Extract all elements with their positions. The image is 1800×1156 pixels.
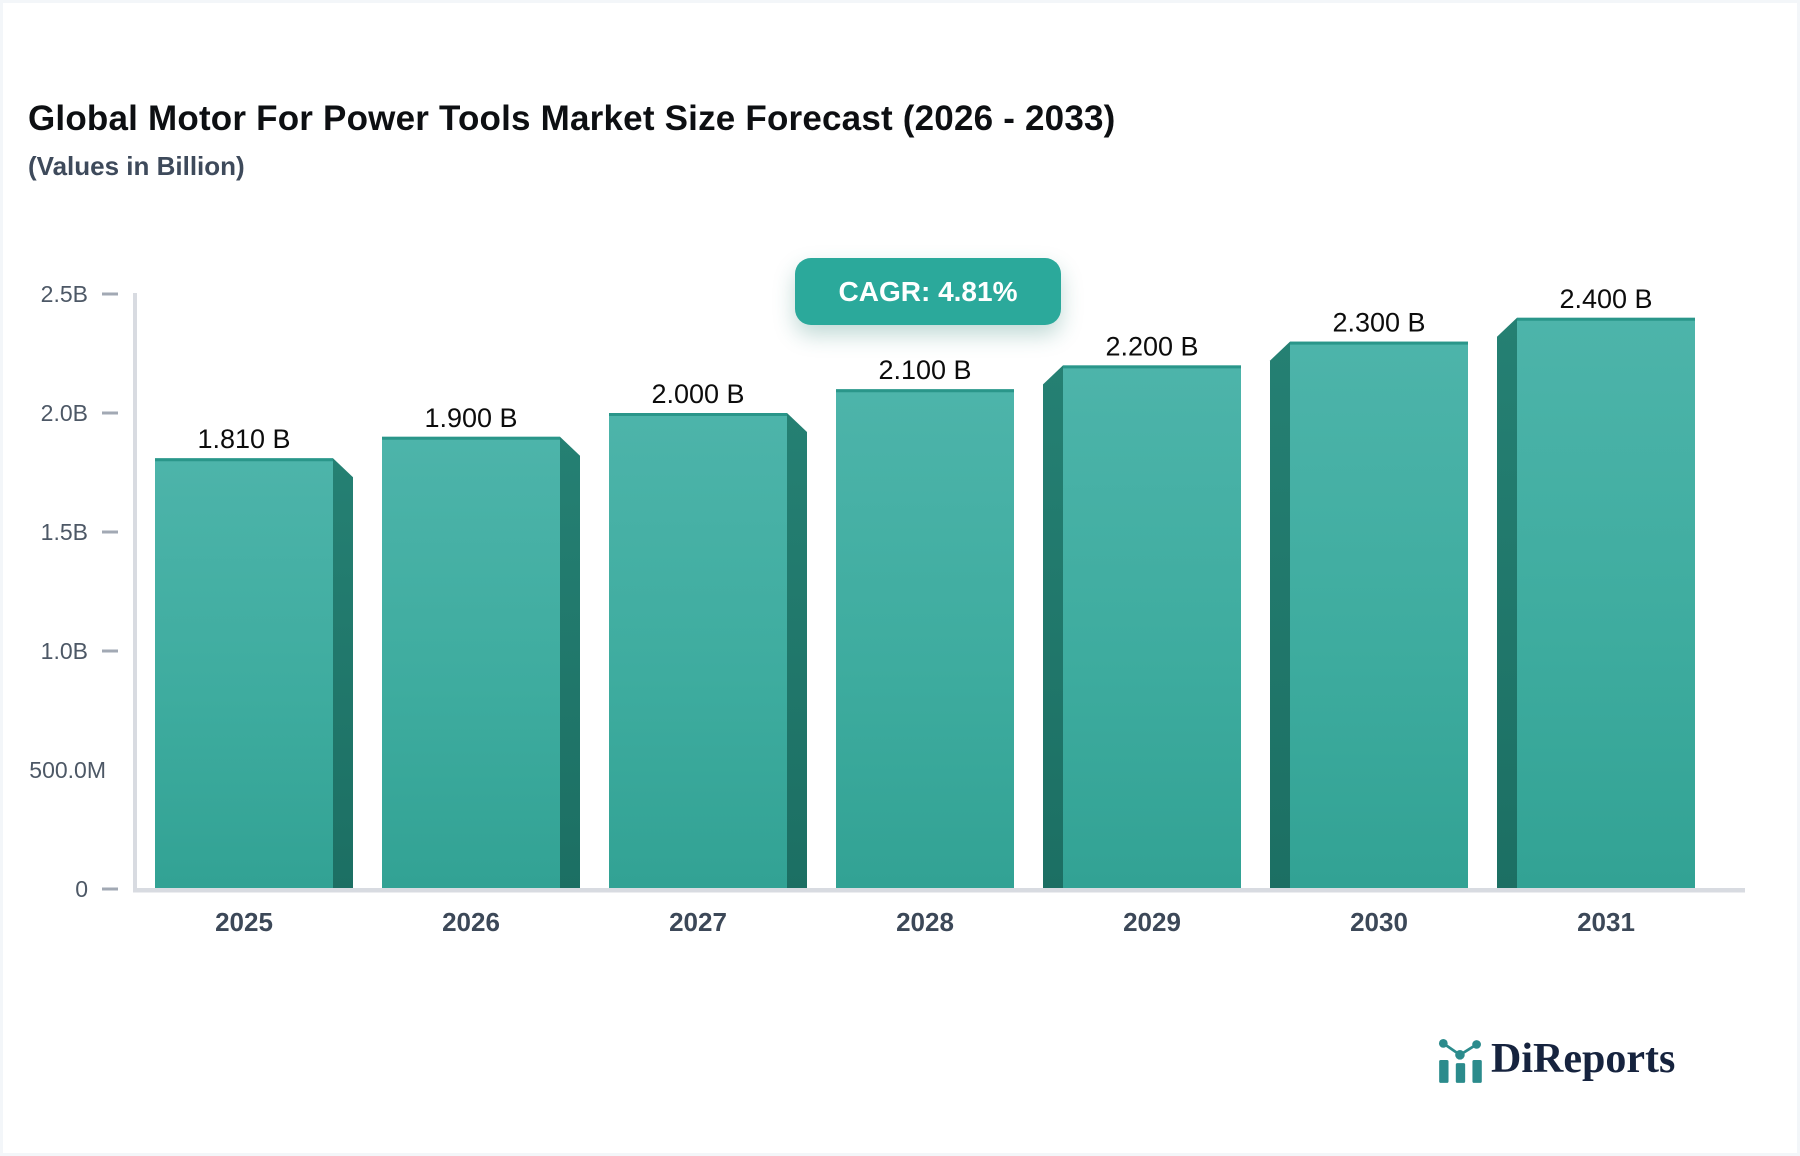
y-axis-line <box>133 293 137 889</box>
bar-side-face <box>1270 341 1290 890</box>
y-axis-label: 500.0M <box>29 757 106 783</box>
bar-2029[interactable] <box>1063 365 1241 889</box>
y-axis-tick <box>102 292 118 296</box>
y-axis-tick <box>102 887 118 891</box>
x-axis-label: 2031 <box>1577 907 1635 937</box>
bar-2027[interactable] <box>609 413 787 889</box>
x-axis-line <box>133 888 1745 893</box>
bar-value-label: 2.100 B <box>878 355 971 385</box>
chart-title: Global Motor For Power Tools Market Size… <box>28 99 1116 138</box>
bar-value-label: 1.810 B <box>197 424 290 454</box>
chart-subtitle: (Values in Billion) <box>28 151 245 181</box>
y-axis-label: 1.5B <box>41 519 88 545</box>
bar-2028[interactable] <box>836 389 1014 889</box>
bar-value-label: 2.400 B <box>1559 284 1652 314</box>
bar-side-face <box>787 413 807 889</box>
y-axis-label: 0 <box>75 876 88 902</box>
x-axis-label: 2030 <box>1350 907 1408 937</box>
bar-chart-plot: 0 500.0M 1.0B 1.5B 2.0B 2.5B 1.810 B 2025 1.900 … <box>29 281 1745 937</box>
x-axis-label: 2027 <box>669 907 727 937</box>
x-axis-label: 2026 <box>442 907 500 937</box>
bar-value-label: 2.200 B <box>1105 331 1198 361</box>
bar-2026[interactable] <box>382 436 560 889</box>
bar-side-face <box>560 436 580 889</box>
y-axis-tick <box>102 649 118 653</box>
x-axis-label: 2025 <box>215 907 273 937</box>
direports-logo-icon <box>1438 1039 1482 1083</box>
y-axis-label: 1.0B <box>41 638 88 664</box>
bar-value-label: 1.900 B <box>424 403 517 433</box>
bar-side-face <box>1043 365 1063 889</box>
bar-2025[interactable] <box>155 458 333 889</box>
direports-logo-text: DiReports <box>1491 1036 1676 1082</box>
bar-value-label: 2.300 B <box>1332 308 1425 338</box>
bar-side-face <box>1497 317 1517 889</box>
direports-logo: DiReports <box>1435 1033 1675 1085</box>
bar-side-face <box>333 458 353 889</box>
x-axis-label: 2028 <box>896 907 954 937</box>
y-axis-tick <box>102 411 118 415</box>
bar-value-label: 2.000 B <box>651 379 744 409</box>
y-axis-tick <box>102 530 118 534</box>
x-axis-label: 2029 <box>1123 907 1181 937</box>
cagr-badge: CAGR: 4.81% <box>795 258 1061 325</box>
bar-2031[interactable] <box>1517 317 1695 889</box>
y-axis-label: 2.5B <box>41 281 88 307</box>
bar-2030[interactable] <box>1290 341 1468 890</box>
y-axis-label: 2.0B <box>41 400 88 426</box>
